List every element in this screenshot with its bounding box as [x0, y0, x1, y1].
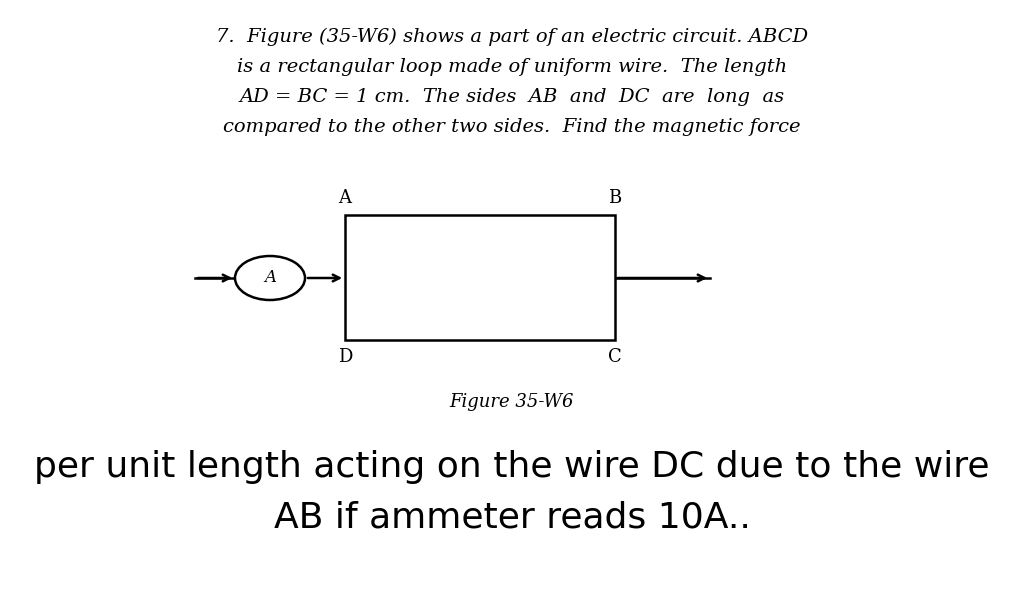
Bar [345, 215, 615, 340]
Text: Figure 35-W6: Figure 35-W6 [450, 393, 574, 411]
Text: per unit length acting on the wire DC due to the wire: per unit length acting on the wire DC du… [34, 450, 990, 484]
Ellipse shape [234, 256, 305, 300]
Text: C: C [608, 348, 622, 366]
Text: AB if ammeter reads 10A..: AB if ammeter reads 10A.. [273, 500, 751, 534]
Text: A: A [264, 270, 276, 286]
Text: A: A [339, 189, 351, 207]
Text: compared to the other two sides.  Find the magnetic force: compared to the other two sides. Find th… [223, 118, 801, 136]
Text: B: B [608, 189, 622, 207]
Text: AD = BC = 1 cm.  The sides  AB  and  DC  are  long  as: AD = BC = 1 cm. The sides AB and DC are … [240, 88, 784, 106]
Text: 7.  Figure (35-W6) shows a part of an electric circuit. ABCD: 7. Figure (35-W6) shows a part of an ele… [216, 28, 808, 46]
Text: is a rectangular loop made of uniform wire.  The length: is a rectangular loop made of uniform wi… [237, 58, 787, 76]
Text: D: D [338, 348, 352, 366]
